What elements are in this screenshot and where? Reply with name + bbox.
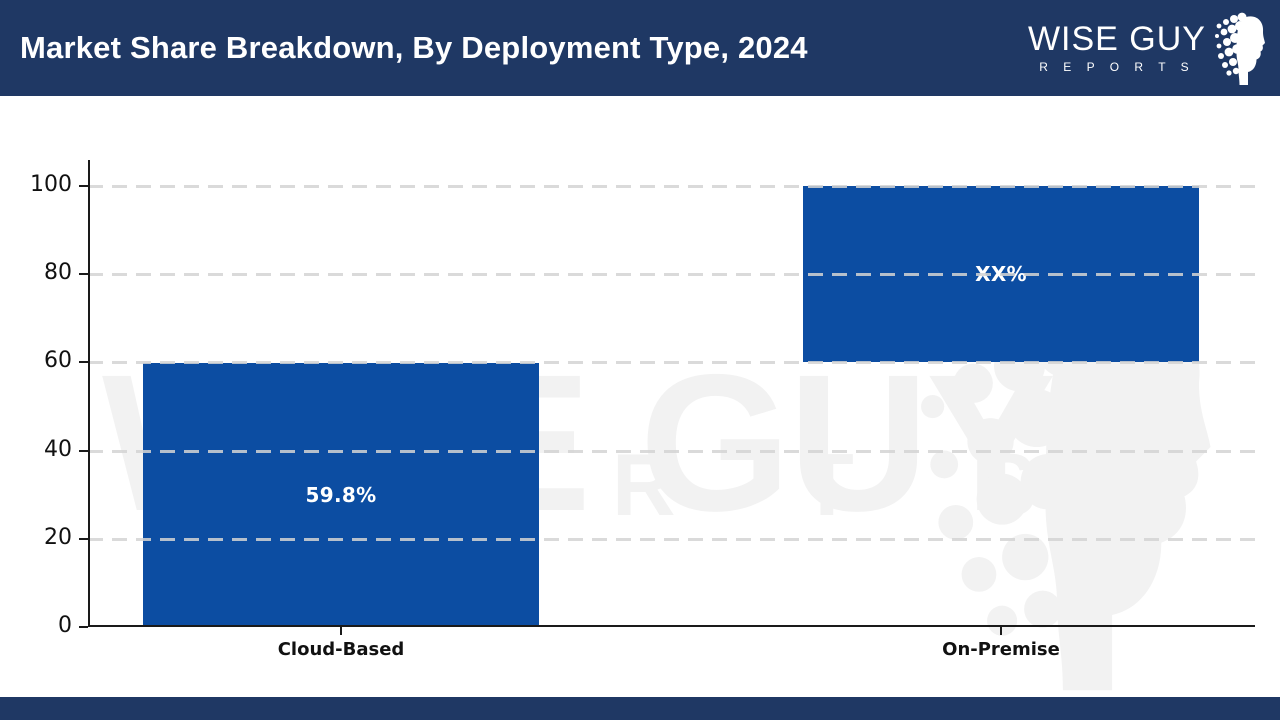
gridline-40: [88, 449, 1255, 453]
y-tick-mark-60: [79, 361, 88, 364]
y-tick-label-100: 100: [30, 172, 72, 197]
y-tick-mark-100: [79, 185, 88, 187]
gridline-20: [88, 537, 1255, 541]
header-bar: Market Share Breakdown, By Deployment Ty…: [0, 0, 1280, 96]
gridline-60: [88, 361, 1255, 365]
chart-title: Market Share Breakdown, By Deployment Ty…: [20, 30, 808, 65]
y-tick-mark-80: [79, 273, 88, 276]
y-axis-line: [88, 160, 90, 627]
wiseguy-logo: WISE GUY R E P O R T S: [1028, 10, 1266, 86]
plot-area: 0 20 40 60 80 100 59.8% Cloud-Based XX% On-Premis…: [30, 160, 1255, 660]
bar-cloud-based: 59.8%: [143, 363, 539, 627]
y-tick-label-20: 20: [44, 524, 72, 550]
y-tick-label-0: 0: [58, 613, 72, 638]
x-category-label-cloud-based: Cloud-Based: [277, 639, 405, 660]
x-tick-mark-cloud-based: [340, 627, 342, 635]
y-tick-label-60: 60: [44, 348, 72, 374]
x-tick-mark-on-premise: [1000, 627, 1002, 635]
y-tick-label-80: 80: [44, 260, 72, 286]
y-tick-mark-20: [79, 537, 88, 540]
logo-reports-text: R E P O R T S: [1039, 59, 1195, 74]
y-tick-label-40: 40: [44, 436, 72, 462]
footer-bar: [0, 697, 1280, 720]
gridline-100: [88, 185, 1255, 188]
y-tick-mark-40: [79, 449, 88, 452]
logo-face-icon: [1215, 12, 1265, 85]
y-tick-mark-0: [79, 626, 88, 628]
gridline-80: [88, 273, 1255, 277]
logo-wiseguy-text: WISE GUY: [1027, 20, 1206, 59]
x-axis-line: [88, 625, 1255, 627]
x-category-label-on-premise: On-Premise: [942, 639, 1060, 660]
bar-value-label-cloud-based: 59.8%: [305, 483, 377, 508]
logo-text: WISE GUY R E P O R T S: [1027, 20, 1206, 74]
